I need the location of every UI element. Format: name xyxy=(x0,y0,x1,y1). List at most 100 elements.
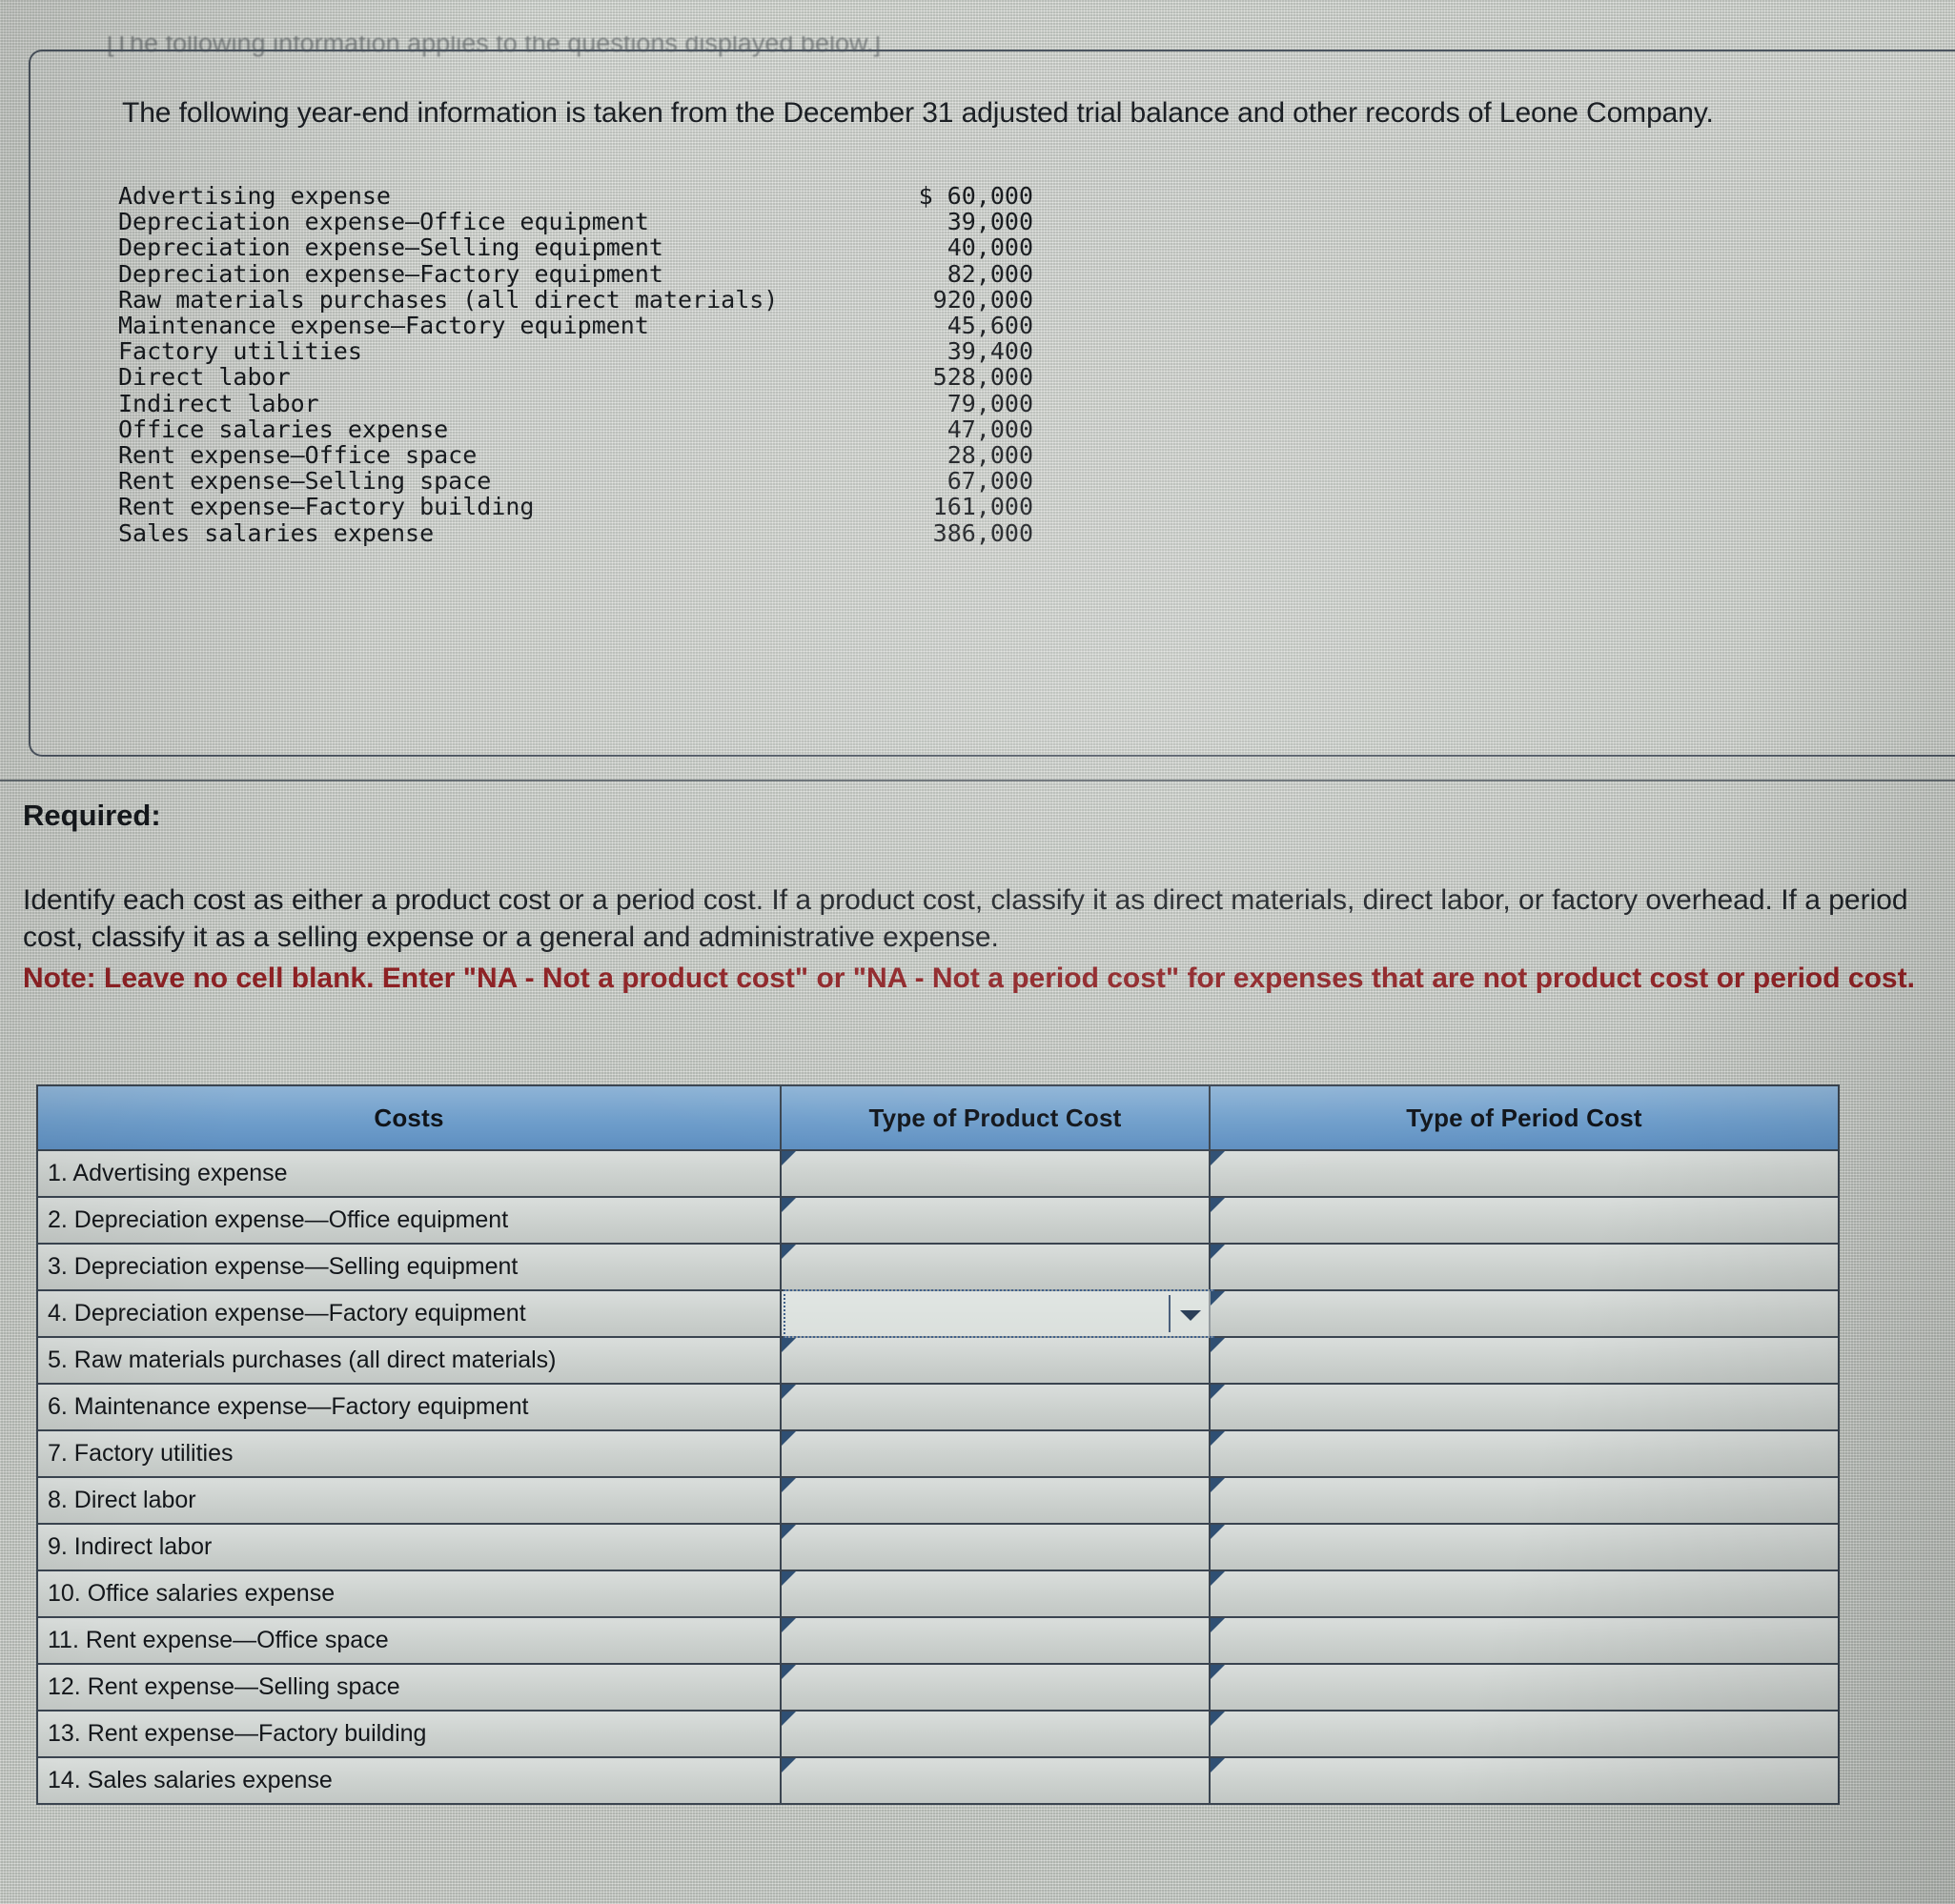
fact-row: Maintenance expense—Factory equipment 45,… xyxy=(118,313,1310,338)
period-cost-select-cell[interactable] xyxy=(1209,1570,1840,1618)
cost-label-cell: 8. Direct labor xyxy=(36,1476,782,1525)
period-cost-select-cell[interactable] xyxy=(1209,1383,1840,1431)
cell-corner-marker-icon xyxy=(1211,1431,1225,1446)
period-cost-select-cell[interactable] xyxy=(1209,1289,1840,1338)
cost-label-cell: 12. Rent expense—Selling space xyxy=(36,1663,782,1712)
cost-label-cell: 3. Depreciation expense—Selling equipmen… xyxy=(36,1243,782,1291)
cell-corner-marker-icon xyxy=(782,1385,796,1399)
cost-label-cell: 7. Factory utilities xyxy=(36,1429,782,1478)
fact-amount: 386,000 xyxy=(932,518,1033,547)
fact-amount: 39,400 xyxy=(947,337,1033,366)
product-cost-select-cell[interactable] xyxy=(780,1756,1211,1805)
product-cost-select-cell[interactable] xyxy=(780,1383,1211,1431)
table-row: 10. Office salaries expense xyxy=(36,1570,1840,1618)
table-row: 6. Maintenance expense—Factory equipment xyxy=(36,1383,1840,1431)
product-cost-select-cell[interactable] xyxy=(780,1570,1211,1618)
section-divider xyxy=(0,780,1955,781)
product-cost-select-cell[interactable] xyxy=(780,1243,1211,1291)
fact-amount: 47,000 xyxy=(947,415,1033,443)
product-cost-select-cell[interactable] xyxy=(780,1336,1211,1385)
fact-label: Direct labor xyxy=(118,363,291,392)
fact-label: Indirect labor xyxy=(118,389,319,417)
column-header-period-cost: Type of Period Cost xyxy=(1209,1084,1840,1151)
product-cost-select-cell[interactable] xyxy=(780,1149,1211,1198)
table-row: 4. Depreciation expense—Factory equipmen… xyxy=(36,1289,1840,1338)
cost-label-cell: 5. Raw materials purchases (all direct m… xyxy=(36,1336,782,1385)
period-cost-select-cell[interactable] xyxy=(1209,1616,1840,1665)
table-row: 13. Rent expense—Factory building xyxy=(36,1710,1840,1758)
instruction-text: Identify each cost as either a product c… xyxy=(23,884,1908,953)
fact-amount: 82,000 xyxy=(947,259,1033,288)
fact-label: Advertising expense xyxy=(118,182,391,210)
product-cost-select-cell[interactable] xyxy=(780,1663,1211,1712)
column-header-costs: Costs xyxy=(36,1084,782,1151)
fact-row: Indirect labor 79,000 xyxy=(118,389,1310,417)
chevron-down-icon[interactable] xyxy=(1180,1309,1201,1321)
product-cost-select-cell[interactable] xyxy=(780,1289,1214,1338)
period-cost-select-cell[interactable] xyxy=(1209,1429,1840,1478)
period-cost-select-cell[interactable] xyxy=(1209,1243,1840,1291)
fact-label: Maintenance expense—Factory equipment xyxy=(118,312,649,340)
cell-corner-marker-icon xyxy=(782,1198,796,1212)
fact-row: Sales salaries expense 386,000 xyxy=(118,518,1310,547)
fact-label: Depreciation expense—Selling equipment xyxy=(118,233,663,262)
period-cost-select-cell[interactable] xyxy=(1209,1710,1840,1758)
cell-corner-marker-icon xyxy=(782,1245,796,1259)
fact-label: Factory utilities xyxy=(118,337,362,366)
fact-row: Rent expense—Selling space 67,000 xyxy=(118,468,1310,494)
fact-label: Rent expense—Office space xyxy=(118,441,478,470)
period-cost-select-cell[interactable] xyxy=(1209,1149,1840,1198)
table-row: 1. Advertising expense xyxy=(36,1149,1840,1198)
cell-corner-marker-icon xyxy=(782,1712,796,1726)
period-cost-select-cell[interactable] xyxy=(1209,1196,1840,1245)
cell-corner-marker-icon xyxy=(782,1338,796,1352)
product-cost-select-cell[interactable] xyxy=(780,1476,1211,1525)
product-cost-select-cell[interactable] xyxy=(780,1616,1211,1665)
dropdown-separator xyxy=(1169,1295,1171,1332)
cost-label-cell: 14. Sales salaries expense xyxy=(36,1756,782,1805)
cost-classification-table: Costs Type of Product Cost Type of Perio… xyxy=(36,1084,1840,1805)
product-cost-select-cell[interactable] xyxy=(780,1523,1211,1571)
fact-amount: 40,000 xyxy=(947,233,1033,262)
product-cost-select-cell[interactable] xyxy=(780,1710,1211,1758)
cost-label-cell: 2. Depreciation expense—Office equipment xyxy=(36,1196,782,1245)
column-header-product-cost: Type of Product Cost xyxy=(780,1084,1211,1151)
fact-amount: 920,000 xyxy=(932,285,1033,314)
information-panel xyxy=(29,50,1955,757)
focused-dropdown[interactable] xyxy=(784,1289,1214,1338)
cell-corner-marker-icon xyxy=(1211,1385,1225,1399)
product-cost-select-cell[interactable] xyxy=(780,1429,1211,1478)
cell-corner-marker-icon xyxy=(1211,1291,1225,1306)
cell-corner-marker-icon xyxy=(1211,1151,1225,1165)
cell-corner-marker-icon xyxy=(782,1758,796,1772)
fact-label: Rent expense—Factory building xyxy=(118,493,535,521)
table-row: 5. Raw materials purchases (all direct m… xyxy=(36,1336,1840,1385)
cost-label-cell: 13. Rent expense—Factory building xyxy=(36,1710,782,1758)
fact-row: Office salaries expense 47,000 xyxy=(118,416,1310,442)
table-row: 7. Factory utilities xyxy=(36,1429,1840,1478)
period-cost-select-cell[interactable] xyxy=(1209,1756,1840,1805)
cell-corner-marker-icon xyxy=(1211,1478,1225,1492)
period-cost-select-cell[interactable] xyxy=(1209,1476,1840,1525)
cost-label-cell: 6. Maintenance expense—Factory equipment xyxy=(36,1383,782,1431)
period-cost-select-cell[interactable] xyxy=(1209,1523,1840,1571)
cell-corner-marker-icon xyxy=(1211,1758,1225,1772)
period-cost-select-cell[interactable] xyxy=(1209,1663,1840,1712)
fact-amount: 45,600 xyxy=(947,312,1033,340)
cell-corner-marker-icon xyxy=(1211,1245,1225,1259)
fact-row: Rent expense—Office space 28,000 xyxy=(118,442,1310,468)
cell-corner-marker-icon xyxy=(1211,1665,1225,1679)
cost-label-cell: 4. Depreciation expense—Factory equipmen… xyxy=(36,1289,782,1338)
fact-amount: 79,000 xyxy=(947,389,1033,417)
fact-label: Rent expense—Selling space xyxy=(118,467,492,496)
fact-row: Raw materials purchases (all direct mate… xyxy=(118,287,1310,313)
intro-paragraph: The following year-end information is ta… xyxy=(122,97,1714,129)
table-row: 9. Indirect labor xyxy=(36,1523,1840,1571)
product-cost-select-cell[interactable] xyxy=(780,1196,1211,1245)
note-text: Note: Leave no cell blank. Enter "NA - N… xyxy=(23,962,1915,994)
cost-label-cell: 11. Rent expense—Office space xyxy=(36,1616,782,1665)
fact-label: Depreciation expense—Office equipment xyxy=(118,208,649,236)
cell-corner-marker-icon xyxy=(782,1618,796,1632)
cost-label-cell: 1. Advertising expense xyxy=(36,1149,782,1198)
period-cost-select-cell[interactable] xyxy=(1209,1336,1840,1385)
